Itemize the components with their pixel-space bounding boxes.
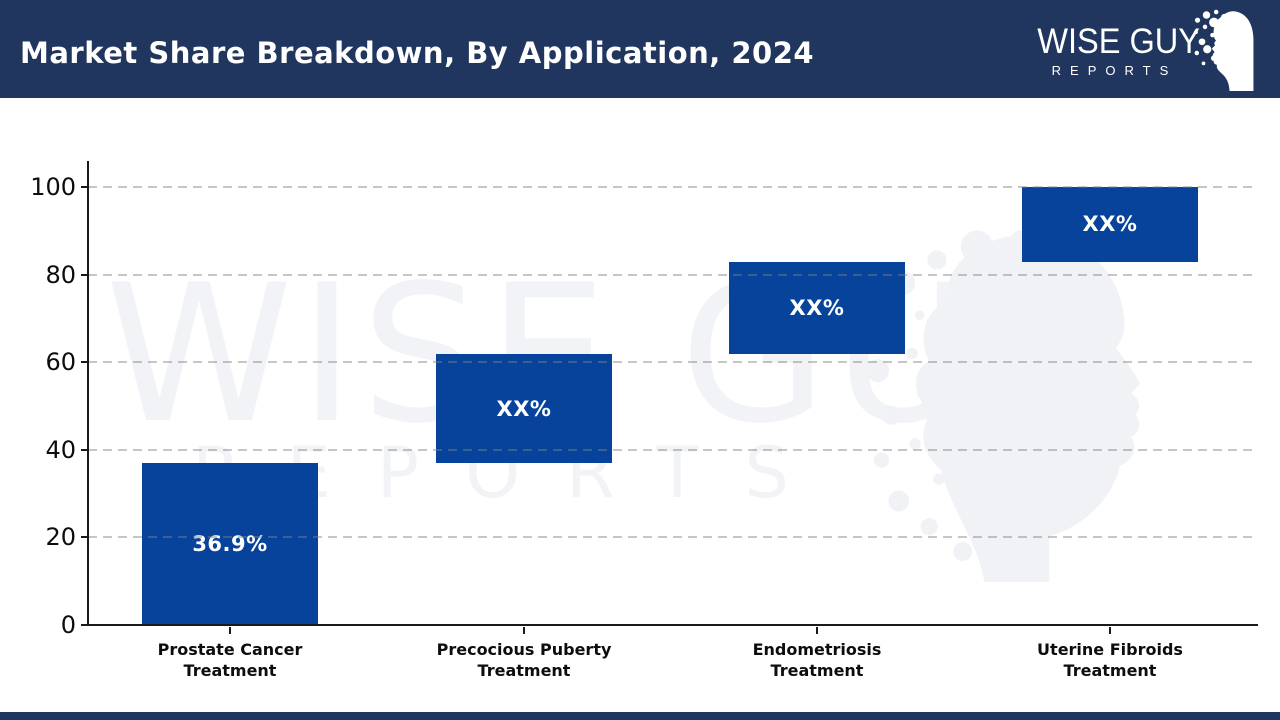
category-label-line1: Precocious Puberty [436, 640, 612, 659]
gridline-20 [88, 536, 1256, 539]
y-tick-mark [81, 186, 88, 188]
category-label-3: Endometriosis Treatment [667, 639, 967, 681]
category-label-line1: Endometriosis [752, 640, 882, 659]
category-label-line2: Treatment [477, 661, 571, 680]
waterfall-bar-1: 36.9% [142, 463, 318, 625]
bar-value-label: 36.9% [192, 532, 268, 557]
category-label-4: Uterine Fibroids Treatment [960, 639, 1260, 681]
logo-text: WISE GUY REPORTS [1025, 22, 1200, 78]
gridline-60 [88, 361, 1256, 364]
x-axis-line [87, 624, 1258, 626]
y-tick-mark [81, 361, 88, 364]
category-label-1: Prostate Cancer Treatment [80, 639, 380, 681]
category-label-line1: Uterine Fibroids [1037, 640, 1183, 659]
x-tick-mark [816, 627, 818, 634]
x-tick-mark [1109, 627, 1111, 634]
logo-head-icon [1194, 9, 1254, 91]
y-tick-mark [81, 448, 88, 451]
y-tick-label: 0 [60, 611, 76, 639]
bar-value-label: XX% [496, 396, 552, 421]
y-tick-label: 60 [45, 348, 76, 377]
y-tick-label: 40 [45, 435, 76, 464]
bar-value-label: XX% [789, 295, 845, 320]
category-label-line2: Treatment [770, 661, 864, 680]
gridline-80 [88, 273, 1256, 276]
y-tick-label: 20 [45, 523, 76, 552]
waterfall-bar-4: XX% [1022, 187, 1198, 262]
y-tick-mark [81, 273, 88, 276]
chart-canvas: WISE GUY REPORTS 0 20 40 60 80 100 36.9% Prosta… [0, 98, 1280, 712]
plot-area: 0 20 40 60 80 100 36.9% Prostate Cancer Treatmen… [0, 98, 1280, 712]
x-tick-mark [523, 627, 525, 634]
y-axis-line [87, 161, 89, 625]
logo-sub-text: REPORTS [1051, 63, 1178, 78]
gridline-40 [88, 448, 1256, 451]
header-bar: Market Share Breakdown, By Application, … [0, 0, 1280, 98]
gridline-100 [88, 186, 1256, 188]
y-tick-mark [81, 624, 88, 626]
page-title: Market Share Breakdown, By Application, … [20, 36, 815, 70]
category-label-line1: Prostate Cancer [157, 640, 303, 659]
y-tick-label: 80 [45, 260, 76, 289]
waterfall-bar-3: XX% [729, 261, 905, 354]
x-tick-mark [229, 627, 231, 634]
footer-bar [0, 712, 1280, 720]
logo-brand-text: WISE GUY [1037, 22, 1200, 61]
y-tick-label: 100 [30, 173, 76, 201]
brand-logo: WISE GUY REPORTS [1025, 8, 1272, 92]
waterfall-bar-2: XX% [436, 353, 612, 464]
y-tick-mark [81, 536, 88, 539]
category-label-line2: Treatment [183, 661, 277, 680]
category-label-2: Precocious Puberty Treatment [374, 639, 674, 681]
bar-value-label: XX% [1082, 212, 1138, 237]
category-label-line2: Treatment [1063, 661, 1157, 680]
